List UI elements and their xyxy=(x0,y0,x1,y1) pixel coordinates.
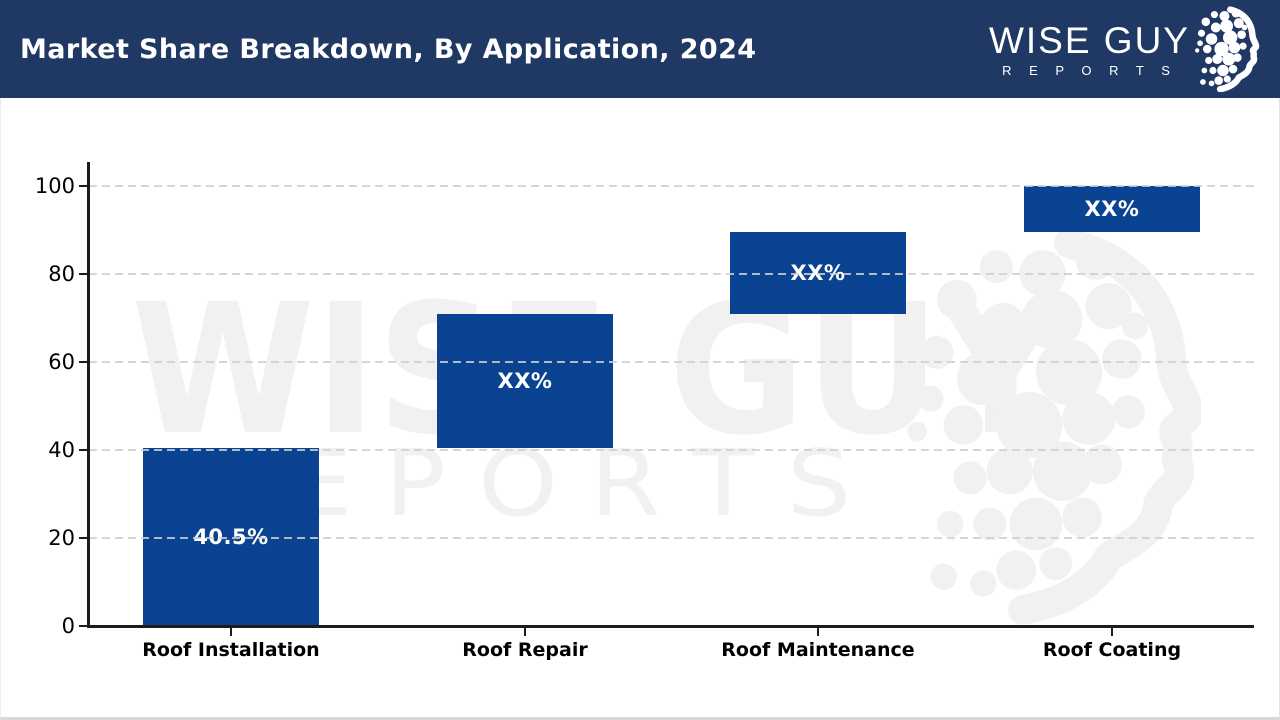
x-category-label: Roof Coating xyxy=(1042,639,1182,661)
x-tick-mark-1 xyxy=(230,628,232,636)
x-tick-mark-4 xyxy=(1111,628,1113,636)
y-tick-mark-80 xyxy=(79,273,88,275)
bar-roof-maintenance: XX% xyxy=(730,232,906,314)
plot-area: 40.5% XX% XX% XX% 0 20 40 60 80 100 Roof Installat… xyxy=(1,98,1280,717)
chart-canvas: WISE GUY R E P O R T S 40.5% XX% XX% XX% 0 20… xyxy=(0,98,1280,720)
y-tick-label-100: 100 xyxy=(34,174,75,198)
bar-roof-installation: 40.5% xyxy=(143,447,319,626)
y-axis-line xyxy=(87,162,90,628)
x-tick-mark-2 xyxy=(524,628,526,636)
y-tick-mark-100 xyxy=(79,185,88,187)
y-tick-label-0: 0 xyxy=(61,614,75,638)
y-tick-label-20: 20 xyxy=(48,526,75,550)
brand-logo-text: WISE GUY R E P O R T S xyxy=(989,22,1190,77)
y-tick-mark-60 xyxy=(79,361,88,363)
gridline-20 xyxy=(89,537,1254,539)
dotted-head-profile-icon xyxy=(1186,6,1260,92)
brand-logo: WISE GUY R E P O R T S xyxy=(989,6,1260,92)
header-bar: Market Share Breakdown, By Application, … xyxy=(0,0,1280,98)
bar-roof-repair: XX% xyxy=(437,313,613,448)
y-tick-mark-40 xyxy=(79,449,88,451)
brand-name: WISE GUY xyxy=(988,19,1190,61)
bar-value-label: XX% xyxy=(1084,197,1140,222)
bar-value-label: 40.5% xyxy=(193,524,269,549)
y-tick-label-60: 60 xyxy=(48,350,75,374)
gridline-60 xyxy=(89,361,1254,363)
x-category-label: Roof Maintenance xyxy=(721,639,915,661)
x-category-label: Roof Repair xyxy=(462,639,588,661)
y-tick-mark-20 xyxy=(79,537,88,539)
bar-value-label: XX% xyxy=(497,368,553,393)
x-tick-mark-3 xyxy=(817,628,819,636)
brand-subtitle: R E P O R T S xyxy=(1002,62,1177,78)
y-tick-mark-0 xyxy=(79,625,88,627)
y-tick-label-40: 40 xyxy=(48,438,75,462)
y-tick-label-80: 80 xyxy=(48,262,75,286)
x-axis-line xyxy=(87,625,1254,628)
x-category-label: Roof Installation xyxy=(142,639,320,661)
gridline-100 xyxy=(89,185,1254,187)
gridline-80 xyxy=(89,273,1254,275)
bar-value-label: XX% xyxy=(790,260,846,285)
gridline-40 xyxy=(89,449,1254,451)
bar-roof-coating: XX% xyxy=(1024,186,1200,233)
chart-title: Market Share Breakdown, By Application, … xyxy=(20,33,757,65)
